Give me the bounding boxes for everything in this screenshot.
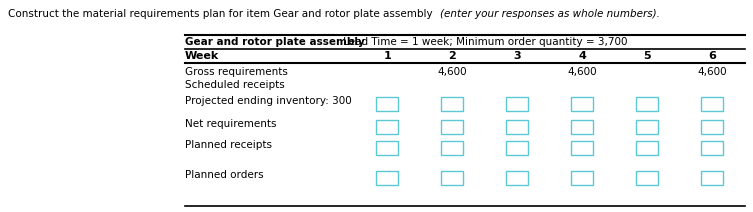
FancyBboxPatch shape bbox=[441, 171, 464, 185]
Text: 5: 5 bbox=[644, 51, 651, 61]
FancyBboxPatch shape bbox=[507, 171, 529, 185]
Text: (enter your responses as whole numbers).: (enter your responses as whole numbers). bbox=[440, 9, 660, 19]
Text: 6: 6 bbox=[709, 51, 716, 61]
FancyBboxPatch shape bbox=[507, 141, 529, 155]
FancyBboxPatch shape bbox=[376, 141, 398, 155]
Text: Net requirements: Net requirements bbox=[185, 119, 276, 129]
Text: Scheduled receipts: Scheduled receipts bbox=[185, 80, 285, 90]
FancyBboxPatch shape bbox=[441, 120, 464, 134]
Text: 4,600: 4,600 bbox=[437, 67, 468, 77]
Text: 1: 1 bbox=[383, 51, 392, 61]
FancyBboxPatch shape bbox=[636, 171, 659, 185]
Text: 3: 3 bbox=[514, 51, 521, 61]
FancyBboxPatch shape bbox=[572, 171, 593, 185]
Text: Planned receipts: Planned receipts bbox=[185, 140, 272, 150]
FancyBboxPatch shape bbox=[441, 141, 464, 155]
Text: Gear and rotor plate assembly: Gear and rotor plate assembly bbox=[185, 37, 364, 47]
Text: 4: 4 bbox=[578, 51, 587, 61]
Text: : Lead Time = 1 week; Minimum order quantity = 3,700: : Lead Time = 1 week; Minimum order quan… bbox=[333, 37, 627, 47]
Text: 4,600: 4,600 bbox=[698, 67, 727, 77]
FancyBboxPatch shape bbox=[376, 120, 398, 134]
FancyBboxPatch shape bbox=[507, 97, 529, 111]
FancyBboxPatch shape bbox=[702, 97, 724, 111]
FancyBboxPatch shape bbox=[636, 120, 659, 134]
FancyBboxPatch shape bbox=[636, 97, 659, 111]
Text: Construct the material requirements plan for item Gear and rotor plate assembly: Construct the material requirements plan… bbox=[8, 9, 436, 19]
FancyBboxPatch shape bbox=[376, 97, 398, 111]
Text: Projected ending inventory: 300: Projected ending inventory: 300 bbox=[185, 96, 352, 106]
Text: Planned orders: Planned orders bbox=[185, 170, 264, 180]
FancyBboxPatch shape bbox=[507, 120, 529, 134]
Text: 2: 2 bbox=[449, 51, 456, 61]
FancyBboxPatch shape bbox=[702, 171, 724, 185]
FancyBboxPatch shape bbox=[636, 141, 659, 155]
FancyBboxPatch shape bbox=[376, 171, 398, 185]
FancyBboxPatch shape bbox=[702, 141, 724, 155]
Text: 4,600: 4,600 bbox=[568, 67, 597, 77]
FancyBboxPatch shape bbox=[572, 120, 593, 134]
FancyBboxPatch shape bbox=[702, 120, 724, 134]
Text: Gross requirements: Gross requirements bbox=[185, 67, 288, 77]
FancyBboxPatch shape bbox=[572, 97, 593, 111]
FancyBboxPatch shape bbox=[441, 97, 464, 111]
FancyBboxPatch shape bbox=[572, 141, 593, 155]
Text: Week: Week bbox=[185, 51, 219, 61]
